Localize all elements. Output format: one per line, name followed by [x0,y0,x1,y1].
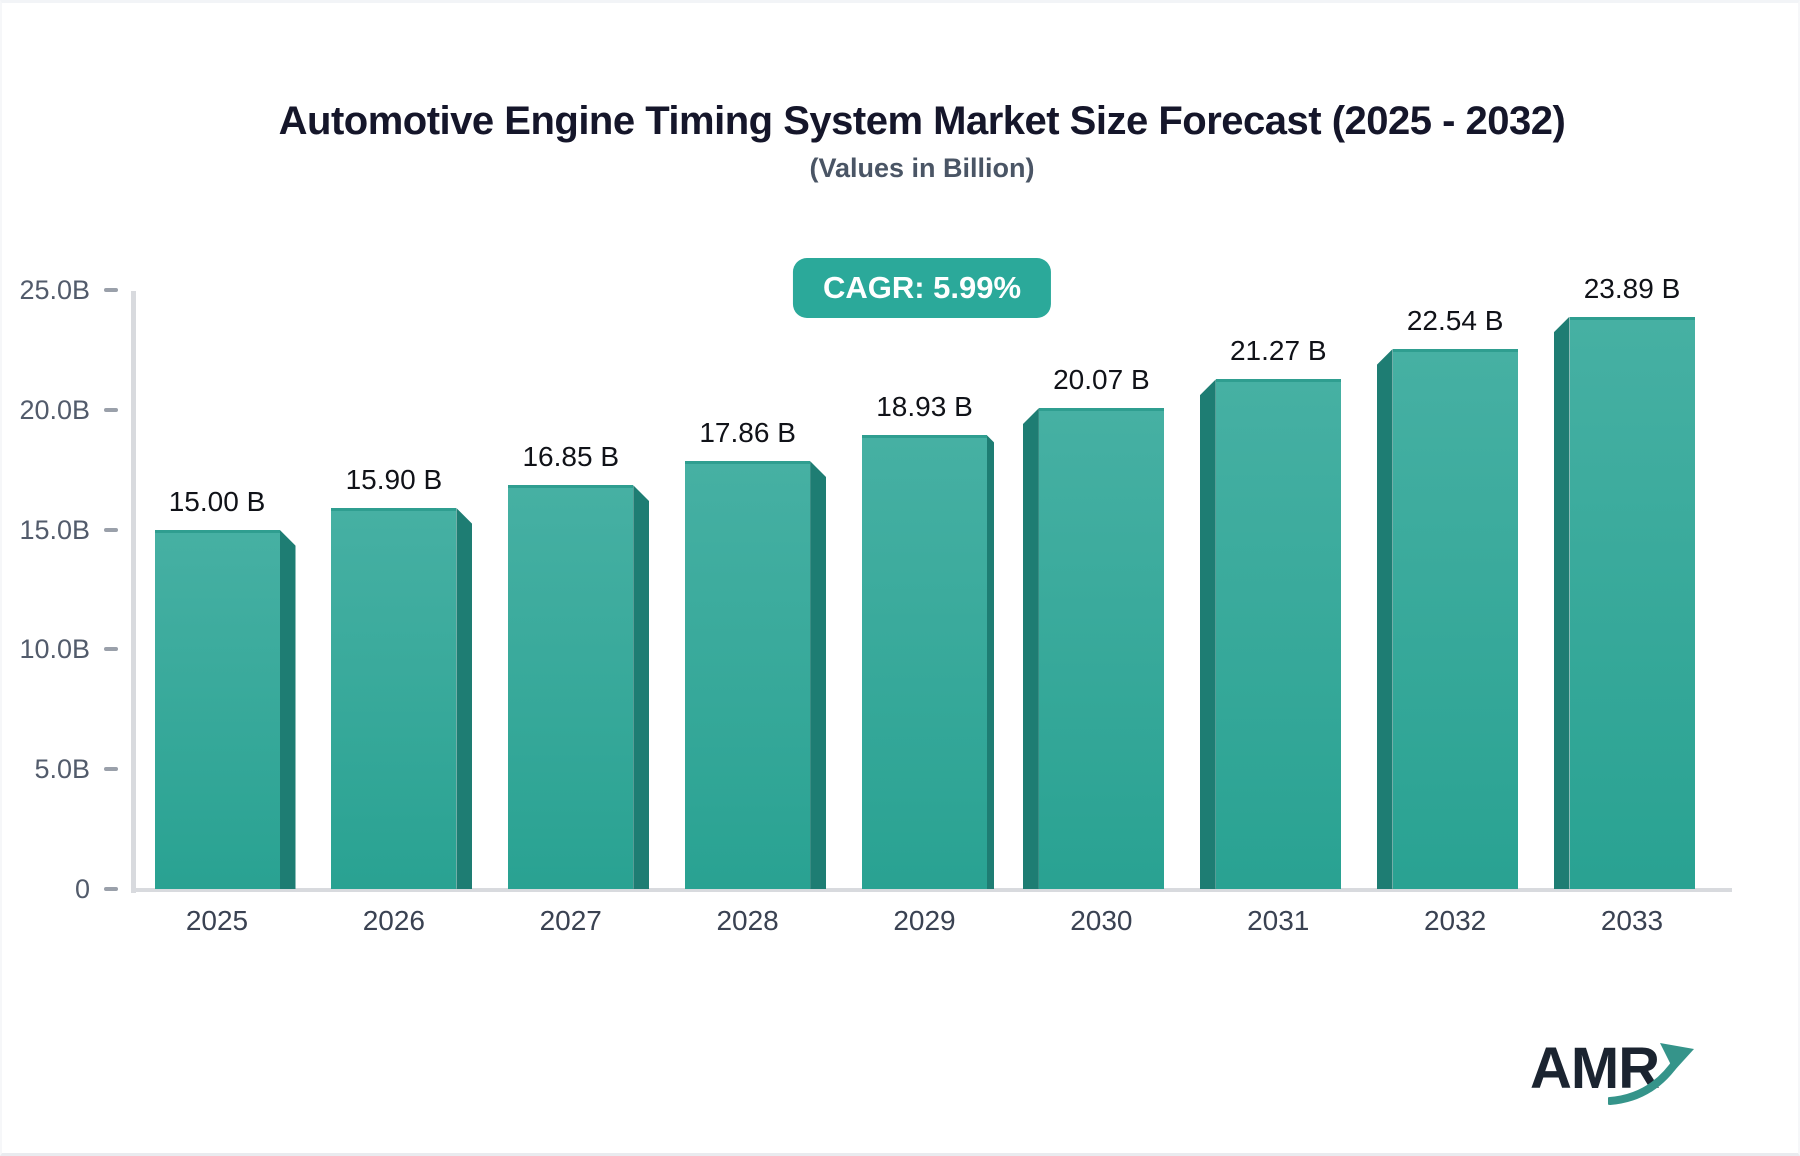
y-tick-label: 15.0B [19,514,90,545]
bar-value-label: 21.27 B [1229,335,1327,367]
bar-2031 [1215,379,1341,889]
x-axis-line [131,888,1732,892]
bar-value-label: 15.90 B [345,464,443,496]
bar-value-label: 20.07 B [1053,364,1150,396]
amr-logo: AMR [1530,1035,1730,1125]
page-title-row: Automotive Engine Timing System Market S… [2,99,1798,144]
y-tick-label: 0 [74,874,90,904]
bar-value-label: 17.86 B [699,417,796,449]
logo-arrow-icon [1608,1043,1694,1105]
y-tick-dash [104,407,118,412]
y-tick-label: 5.0B [34,754,90,785]
bar-2025 [154,529,280,889]
x-tick-label: 2027 [539,905,602,936]
y-axis-line [131,291,136,893]
bar-value-label: 23.89 B [1583,272,1681,304]
chart-subtitle-row: (Values in Billion) [2,153,1798,184]
bar-side-2027 [633,485,650,889]
bar-2026 [331,508,457,889]
cagr-badge: CAGR: 5.99% [792,258,1052,318]
x-tick-label: 2028 [716,905,779,936]
bar-side-2030 [1022,408,1039,889]
bar-2030 [1038,408,1164,889]
y-tick-dash [104,767,118,772]
bar-side-2031 [1199,379,1216,889]
y-tick-dash [104,288,118,292]
y-tick-label: 10.0B [19,634,90,665]
bar-side-2033 [1553,316,1570,889]
x-tick-label: 2032 [1423,905,1487,936]
bar-side-2025 [279,529,296,889]
bar-side-2028 [810,461,827,889]
y-tick-dash [104,527,118,532]
bar-2029 [862,435,987,889]
bar-2033 [1569,316,1695,889]
bar-value-label: 15.00 B [168,485,266,517]
bar-2028 [685,461,811,889]
x-tick-label: 2029 [893,905,956,936]
y-tick-label: 25.0B [19,275,90,305]
x-tick-label: 2025 [185,905,249,936]
chart-title: Automotive Engine Timing System Market S… [278,99,1566,143]
bar-value-label: 18.93 B [876,391,973,423]
bar-2027 [508,485,634,889]
x-tick-label: 2031 [1247,905,1310,936]
bar-side-2029 [987,435,994,889]
chart-subtitle: (Values in Billion) [809,153,1035,183]
x-tick-label: 2030 [1070,905,1133,936]
y-tick-dash [104,647,118,652]
bar-value-label: 22.54 B [1406,304,1504,336]
x-tick-label: 2033 [1600,905,1664,936]
bar-side-2026 [456,508,473,889]
bar-value-label: 16.85 B [522,441,620,473]
x-tick-label: 2026 [362,905,426,936]
bar-side-2032 [1376,348,1393,889]
bar-2032 [1392,348,1518,889]
y-tick-label: 20.0B [19,394,90,425]
y-tick-dash [104,887,118,891]
